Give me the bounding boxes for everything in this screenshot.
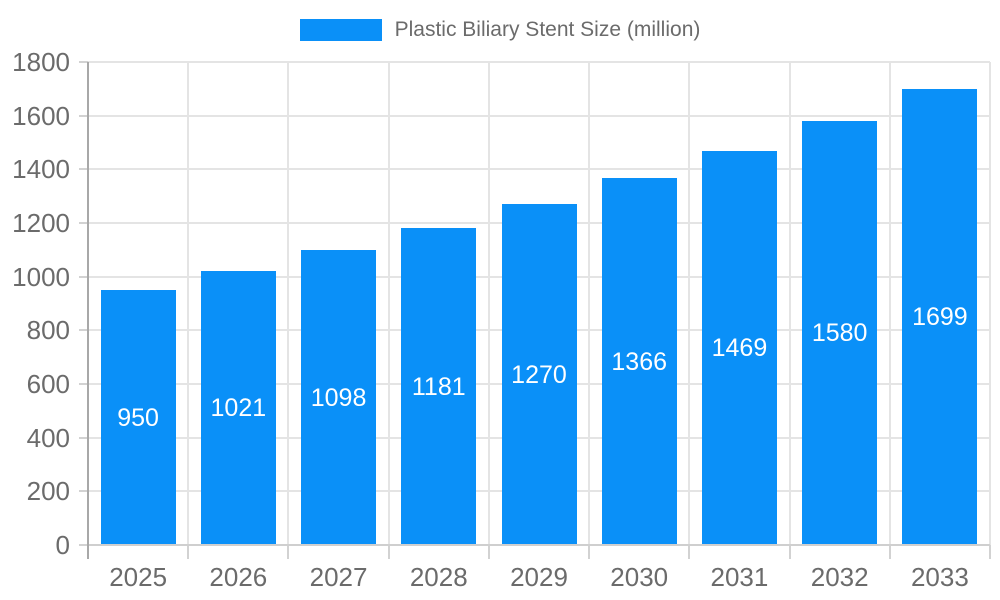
gridline-vertical	[588, 62, 591, 545]
x-tick-label: 2028	[409, 562, 468, 592]
y-tick-label: 1800	[12, 47, 70, 77]
x-axis-tick	[888, 545, 891, 559]
x-axis-tick	[487, 545, 490, 559]
x-axis-tick	[588, 545, 591, 559]
y-tick-label: 1400	[12, 154, 70, 185]
y-axis-tick	[79, 329, 88, 332]
y-axis-tick	[79, 222, 88, 224]
y-tick-label: 1600	[12, 100, 70, 131]
bar[interactable]	[701, 151, 777, 545]
x-tick-label: 2031	[710, 562, 769, 592]
y-tick-label: 600	[26, 369, 70, 399]
y-tick-label: 1000	[12, 261, 70, 292]
gridline-vertical	[788, 62, 791, 545]
y-axis-tick	[79, 436, 88, 439]
gridline-vertical	[888, 62, 891, 545]
bar[interactable]	[802, 121, 878, 545]
gridline-vertical	[487, 62, 490, 545]
x-tick-label: 2029	[510, 562, 568, 592]
x-tick-label: 2027	[309, 562, 368, 592]
y-axis-tick	[79, 114, 88, 117]
x-axis-tick	[287, 545, 290, 559]
plot-area: 0 200 400 600 800 1000 1200 1400 1600 1800 950 2025…	[12, 47, 991, 592]
x-axis-tick	[187, 545, 190, 559]
x-tick-label: 2026	[209, 562, 268, 592]
gridline-vertical	[387, 62, 390, 545]
y-tick-label: 400	[26, 422, 70, 453]
legend[interactable]: Plastic Biliary Stent Size (million)	[0, 17, 1000, 43]
y-axis-tick	[79, 490, 88, 493]
bar[interactable]	[601, 178, 677, 545]
bar[interactable]	[100, 290, 176, 545]
bar[interactable]	[301, 250, 377, 545]
bar[interactable]	[501, 204, 577, 545]
x-tick-label: 2033	[910, 562, 969, 592]
x-axis-tick	[387, 545, 390, 559]
gridline-horizontal	[88, 168, 990, 171]
y-axis-tick	[79, 544, 88, 546]
bar[interactable]	[902, 89, 978, 545]
y-axis-tick	[79, 168, 88, 171]
bar[interactable]	[401, 228, 477, 545]
y-tick-label: 0	[55, 530, 70, 560]
y-tick-label: 1200	[12, 208, 70, 238]
x-axis-line	[88, 544, 990, 546]
x-axis-tick	[788, 545, 791, 559]
x-axis-tick	[989, 545, 991, 559]
y-axis-tick	[79, 61, 88, 63]
x-tick-label: 2025	[109, 562, 168, 592]
x-tick-label: 2032	[810, 562, 869, 592]
x-tick-label: 2030	[610, 562, 669, 592]
y-tick-label: 800	[26, 315, 70, 346]
bar[interactable]	[200, 271, 276, 545]
legend-swatch-icon	[299, 19, 382, 41]
gridline-horizontal	[88, 61, 990, 63]
x-axis-tick	[688, 545, 691, 559]
legend-label: Plastic Biliary Stent Size (million)	[394, 18, 701, 41]
gridline-vertical	[688, 62, 691, 545]
gridline-vertical	[187, 62, 190, 545]
y-axis-line	[87, 62, 89, 559]
gridline-horizontal	[88, 114, 990, 117]
y-tick-label: 200	[26, 476, 70, 507]
gridline-vertical	[989, 62, 991, 545]
y-axis-tick	[79, 383, 88, 385]
gridline-vertical	[287, 62, 290, 545]
y-axis-tick	[79, 275, 88, 278]
